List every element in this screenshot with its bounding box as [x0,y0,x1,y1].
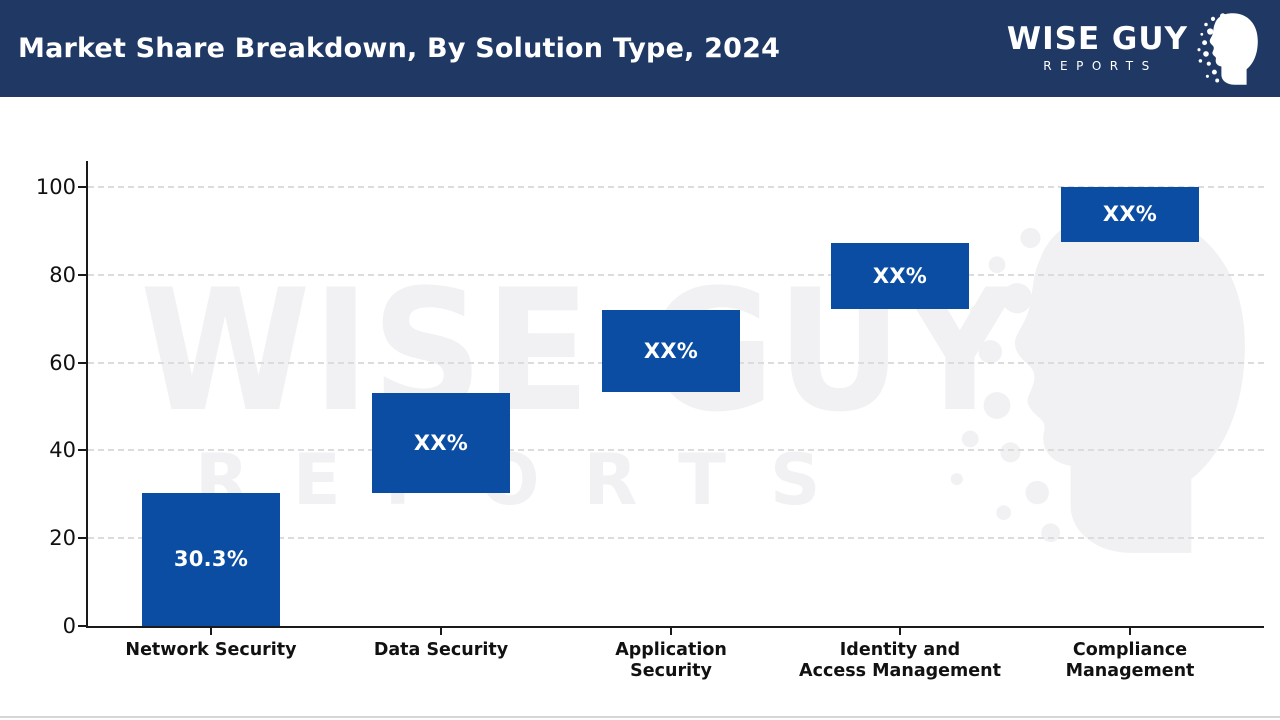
bar-value-label: XX% [872,263,928,288]
gridline [88,273,1264,276]
y-tick-mark [78,186,86,188]
bar: XX% [831,243,969,309]
wise-guy-reports-logo: WISE GUY REPORTS [1007,9,1262,89]
bar: 30.3% [142,492,280,626]
y-tick-mark [78,625,86,627]
page-title: Market Share Breakdown, By Solution Type… [18,33,781,64]
y-tick-mark [78,537,86,540]
x-category-label: Application Security [615,640,727,681]
x-category-label: Network Security [125,640,297,660]
bar: XX% [602,309,740,392]
y-tick-label: 20 [49,526,76,551]
logo-text: WISE GUY REPORTS [1006,21,1188,74]
y-tick-mark [78,273,86,276]
x-category-label: Data Security [373,640,509,660]
x-tick-mark [440,628,442,635]
x-category-label: Identity and Access Management [799,640,1001,681]
y-tick-label: 100 [35,175,76,199]
bar-value-label: XX% [413,431,469,456]
x-category-label: Compliance Management [1065,640,1195,681]
y-tick-mark [78,361,86,364]
y-tick-label: 60 [49,350,76,375]
face-profile-icon [1192,9,1262,89]
logo-wordmark: WISE GUY [1006,21,1188,57]
bar: XX% [1061,187,1199,242]
x-tick-mark [210,628,212,635]
gridline [88,537,1264,540]
y-tick-label: 80 [49,262,76,287]
y-axis-line [86,161,88,628]
gridline [88,449,1264,452]
bar-value-label: XX% [1102,202,1158,227]
bar-value-label: XX% [643,338,699,363]
logo-subtitle: REPORTS [1043,59,1158,73]
x-tick-mark [670,628,672,635]
chart-area: WISE GUY REPORTS 0 20 40 60 80 100 30.3% Networ… [0,97,1280,717]
y-tick-mark [78,449,86,452]
y-tick-label: 0 [62,614,76,638]
bottom-border-line [0,716,1280,718]
x-tick-mark [899,628,901,635]
watermark-subtitle: REPORTS [195,439,865,521]
x-axis-line [86,626,1264,628]
y-tick-label: 40 [49,438,76,463]
gridline [88,186,1264,188]
header: Market Share Breakdown, By Solution Type… [0,0,1280,97]
x-tick-mark [1129,628,1131,635]
bar: XX% [372,393,510,493]
bar-value-label: 30.3% [173,547,249,572]
